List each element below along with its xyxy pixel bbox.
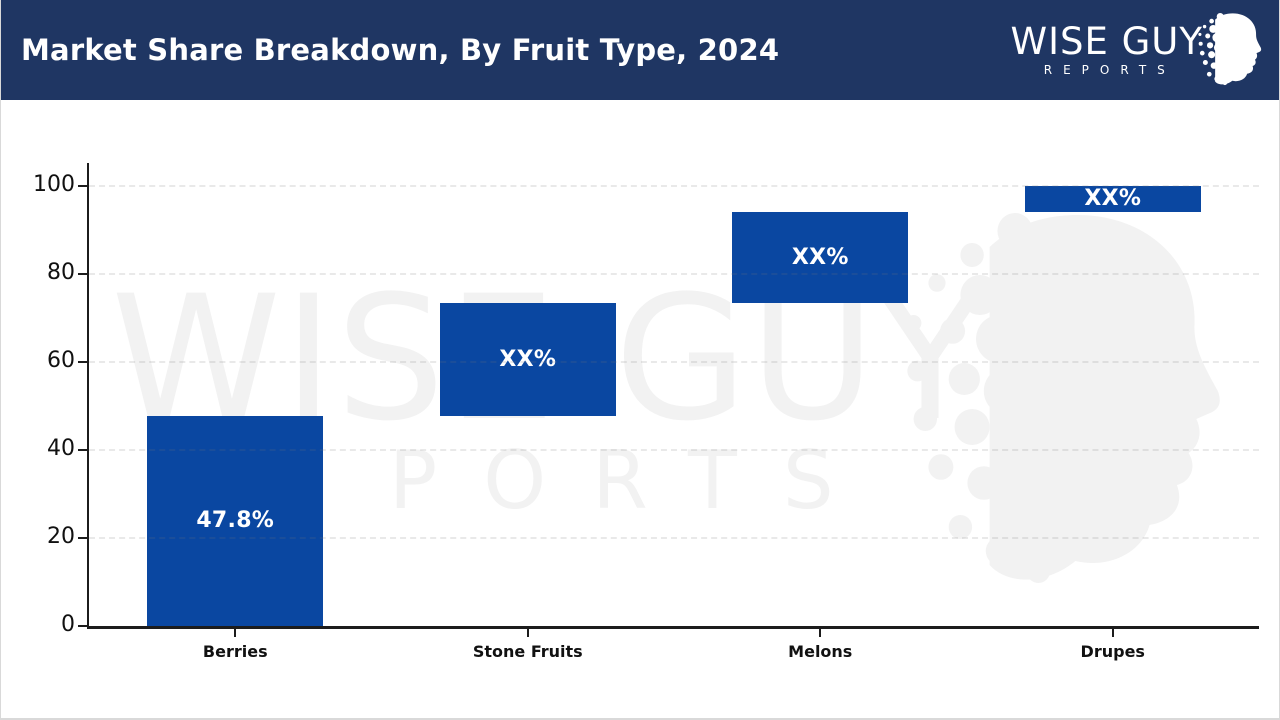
bar-value-label: XX% <box>1084 186 1142 212</box>
y-tick-label: 20 <box>47 524 75 549</box>
plot-area: WISE GUY PORTS 47.8% XX% XX% XX% 0 20 40 60 80 1… <box>33 163 1259 661</box>
y-tick-mark <box>78 625 87 627</box>
y-tick-mark <box>78 185 87 187</box>
logo-wordmark: WISE GUY <box>1010 20 1203 63</box>
bar-value-label: 47.8% <box>196 508 275 534</box>
y-tick-label: 100 <box>33 172 75 197</box>
watermark-head-icon <box>859 203 1249 603</box>
bar-berries: 47.8% <box>147 415 324 626</box>
x-tick-mark <box>234 629 237 637</box>
chart-title: Market Share Breakdown, By Fruit Type, 2… <box>21 33 780 67</box>
x-tick-mark <box>819 629 822 637</box>
logo-head-icon <box>1189 7 1267 93</box>
wiseguy-logo: WISE GUY REPORTS <box>1011 7 1267 93</box>
bar-melons: XX% <box>732 211 909 303</box>
bar-value-label: XX% <box>499 346 557 372</box>
y-tick-label: 0 <box>61 612 75 637</box>
x-category-label: Stone Fruits <box>472 642 583 661</box>
bar-stone-fruits: XX% <box>439 302 616 416</box>
logo-subtext: REPORTS <box>1043 63 1176 77</box>
watermark-subtext: PORTS <box>389 434 880 527</box>
bar-drupes: XX% <box>1024 186 1201 212</box>
y-tick-label: 60 <box>47 348 75 373</box>
header: Market Share Breakdown, By Fruit Type, 2… <box>1 0 1279 100</box>
y-tick-label: 80 <box>47 260 75 285</box>
y-tick-label: 40 <box>47 436 75 461</box>
x-category-label: Berries <box>202 642 268 661</box>
logo-text: WISE GUY REPORTS <box>1011 23 1203 77</box>
x-category-label: Drupes <box>1080 642 1145 661</box>
bar-value-label: XX% <box>791 244 849 270</box>
x-category-label: Melons <box>788 642 853 661</box>
gridline-60 <box>89 361 1259 363</box>
y-tick-mark <box>78 361 87 363</box>
x-tick-mark <box>526 629 529 637</box>
y-tick-mark <box>78 273 87 275</box>
y-tick-mark <box>78 537 87 539</box>
gridline-80 <box>89 273 1259 275</box>
y-tick-mark <box>78 449 87 451</box>
x-tick-mark <box>1111 629 1114 637</box>
